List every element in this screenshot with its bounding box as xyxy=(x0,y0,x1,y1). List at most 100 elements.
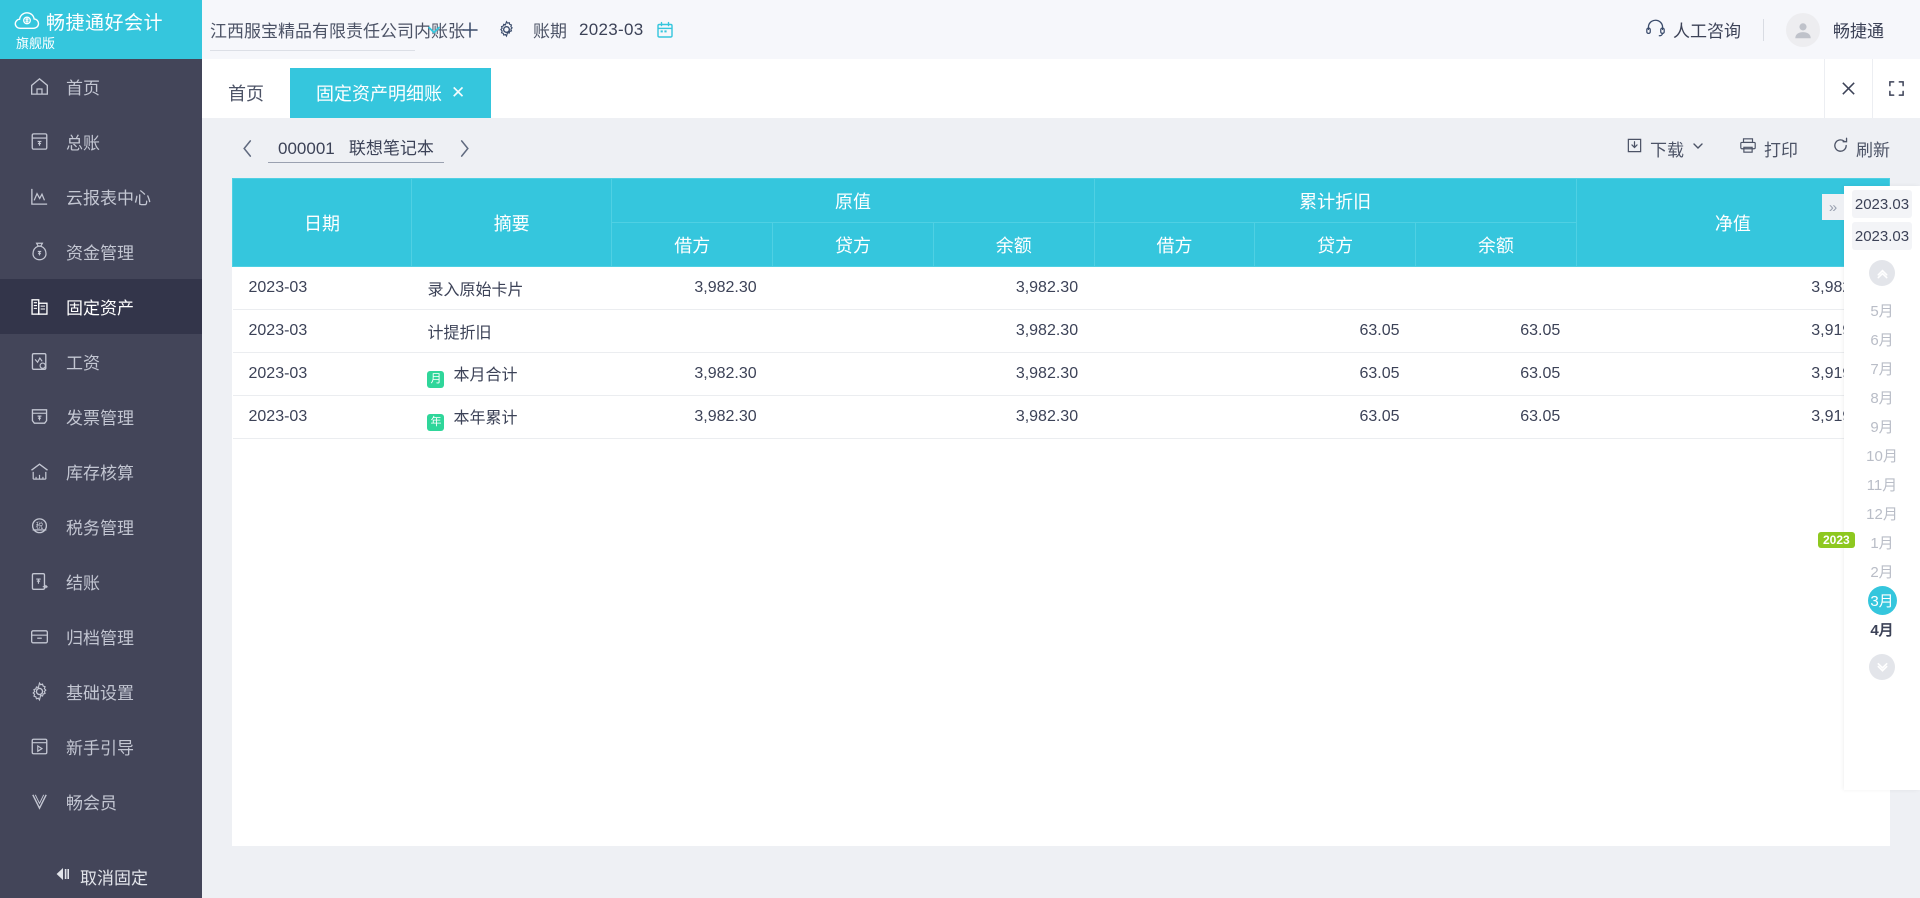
sidebar-item-tax[interactable]: 税 税务管理 xyxy=(0,499,202,554)
cell-dep-credit: 63.05 xyxy=(1254,352,1416,396)
company-name: 江西服宝精品有限责任公司内账张 xyxy=(210,21,465,41)
brand-name: 畅捷通好会计 xyxy=(46,12,164,34)
table-row[interactable]: 2023-03 年本年累计 3,982.30 3,982.30 63.05 63… xyxy=(232,395,1890,439)
sidebar-item-label: 新手引导 xyxy=(66,739,134,758)
sidebar-item-funds[interactable]: 资金管理 xyxy=(0,224,202,279)
period-chip[interactable]: 2023.03 xyxy=(1852,190,1912,218)
sidebar-item-guide[interactable]: 新手引导 xyxy=(0,719,202,774)
sidebar-item-label: 首页 xyxy=(66,79,100,98)
sidebar-item-inventory[interactable]: 库存核算 xyxy=(0,444,202,499)
th-ov-credit: 贷方 xyxy=(772,222,934,267)
collapse-label: 取消固定 xyxy=(80,868,148,888)
month-item-9[interactable]: 9月 xyxy=(1870,419,1894,436)
tab-bar: 首页 固定资产明细账 ✕ xyxy=(202,59,1920,118)
sidebar-item-label: 固定资产 xyxy=(66,299,134,318)
header-right-group: 人工咨询 畅捷通 xyxy=(1645,12,1920,47)
money-bag-icon xyxy=(28,241,50,263)
consult-label: 人工咨询 xyxy=(1673,22,1741,41)
period-chip[interactable]: 2023.03 xyxy=(1852,222,1912,250)
fullscreen-button[interactable] xyxy=(1872,59,1920,118)
printer-icon xyxy=(1739,137,1757,159)
close-icon[interactable]: ✕ xyxy=(451,83,466,102)
sidebar-item-label: 总账 xyxy=(66,134,100,153)
consult-button[interactable]: 人工咨询 xyxy=(1645,17,1741,43)
print-button[interactable]: 打印 xyxy=(1739,136,1798,161)
company-selector[interactable]: 江西服宝精品有限责任公司内账张 xyxy=(210,9,465,51)
chevron-down-icon xyxy=(1691,138,1705,158)
sidebar-item-home[interactable]: 首页 xyxy=(0,59,202,114)
sidebar-item-label: 云报表中心 xyxy=(66,189,151,208)
month-item-7[interactable]: 7月 xyxy=(1870,361,1894,378)
month-item-6[interactable]: 6月 xyxy=(1870,332,1894,349)
month-item-1[interactable]: 2023 1月 xyxy=(1818,528,1920,557)
cell-dep-credit xyxy=(1254,266,1416,310)
tab-home[interactable]: 首页 xyxy=(202,68,290,118)
cell-ov-credit xyxy=(772,266,934,310)
warehouse-icon xyxy=(28,461,50,483)
month-item-2[interactable]: 2月 xyxy=(1870,564,1894,581)
chevron-right-double-icon[interactable]: » xyxy=(1822,194,1844,220)
calendar-icon[interactable] xyxy=(648,10,682,50)
cell-ov-credit xyxy=(772,352,934,396)
download-icon xyxy=(1626,137,1643,159)
collapse-sidebar-button[interactable]: 取消固定 xyxy=(0,854,202,898)
gear-icon[interactable] xyxy=(487,10,525,50)
cell-dep-debit xyxy=(1094,266,1255,310)
download-button[interactable]: 下载 xyxy=(1626,136,1705,161)
cell-dep-balance: 63.05 xyxy=(1415,309,1577,353)
prev-asset-button[interactable] xyxy=(232,133,262,163)
th-dep-credit: 贷方 xyxy=(1254,222,1417,267)
sidebar-item-invoice[interactable]: 发票管理 xyxy=(0,389,202,444)
chevron-up-circle-icon[interactable] xyxy=(1869,260,1895,286)
table-row[interactable]: 2023-03 录入原始卡片 3,982.30 3,982.30 3,982.3… xyxy=(232,266,1890,310)
table-row[interactable]: 2023-03 月本月合计 3,982.30 3,982.30 63.05 63… xyxy=(232,352,1890,396)
year-total-badge: 年 xyxy=(427,413,445,431)
chevron-down-circle-icon[interactable] xyxy=(1869,654,1895,680)
sidebar-item-label: 结账 xyxy=(66,574,100,593)
print-label: 打印 xyxy=(1764,140,1798,160)
month-item-4[interactable]: 4月 xyxy=(1870,622,1894,639)
tab-fixed-asset-detail-ledger[interactable]: 固定资产明细账 ✕ xyxy=(290,68,492,118)
cell-ov-credit xyxy=(772,309,934,353)
month-item-8[interactable]: 8月 xyxy=(1870,390,1894,407)
sidebar-item-ledger[interactable]: 总账 xyxy=(0,114,202,169)
sidebar-item-label: 发票管理 xyxy=(66,409,134,428)
period-label: 账期 xyxy=(533,22,567,41)
cell-ov-balance: 3,982.30 xyxy=(933,395,1095,439)
month-item-10[interactable]: 10月 xyxy=(1866,448,1898,465)
sidebar-item-label: 库存核算 xyxy=(66,464,134,483)
month-item-5[interactable]: 5月 xyxy=(1870,303,1894,320)
sidebar-item-archive[interactable]: 归档管理 xyxy=(0,609,202,664)
close-panel-button[interactable] xyxy=(1824,59,1872,118)
next-asset-button[interactable] xyxy=(450,133,480,163)
month-item-3[interactable]: 3月 xyxy=(1844,586,1920,615)
month-item-12[interactable]: 12月 xyxy=(1866,506,1898,523)
cell-summary: 年本年累计 xyxy=(411,395,612,439)
brand-logo[interactable]: 畅捷通好会计 旗舰版 xyxy=(0,0,202,59)
sidebar-item-closing[interactable]: 结账 xyxy=(0,554,202,609)
tab-label: 固定资产明细账 xyxy=(316,84,442,104)
sidebar-item-basic-settings[interactable]: 基础设置 xyxy=(0,664,202,719)
th-accumulated-depreciation: 累计折旧 xyxy=(1093,178,1577,223)
cell-net: 3,919.25 xyxy=(1576,352,1890,396)
cell-date: 2023-03 xyxy=(232,309,412,353)
sidebar-item-payroll[interactable]: 工资 xyxy=(0,334,202,389)
refresh-icon xyxy=(1832,137,1849,159)
th-summary: 摘要 xyxy=(410,178,613,267)
cell-dep-debit xyxy=(1094,395,1255,439)
month-item-11[interactable]: 11月 xyxy=(1866,477,1898,494)
plus-icon[interactable] xyxy=(453,10,487,50)
refresh-button[interactable]: 刷新 xyxy=(1832,136,1890,161)
chevron-down-icon[interactable] xyxy=(415,10,453,50)
sidebar-item-cloud-report[interactable]: 云报表中心 xyxy=(0,169,202,224)
cell-date: 2023-03 xyxy=(232,266,412,310)
sidebar-item-vip[interactable]: 畅会员 xyxy=(0,774,202,829)
asset-selector[interactable]: 000001 联想笔记本 xyxy=(268,134,444,163)
user-menu[interactable]: 畅捷通 xyxy=(1786,12,1884,47)
table-row[interactable]: 2023-03 计提折旧 3,982.30 63.05 63.05 3,919.… xyxy=(232,309,1890,353)
th-dep-balance: 余额 xyxy=(1415,222,1577,267)
payroll-icon xyxy=(28,351,50,373)
sidebar-item-fixed-assets[interactable]: 固定资产 xyxy=(0,279,202,334)
refresh-label: 刷新 xyxy=(1856,140,1890,160)
avatar xyxy=(1786,12,1820,47)
